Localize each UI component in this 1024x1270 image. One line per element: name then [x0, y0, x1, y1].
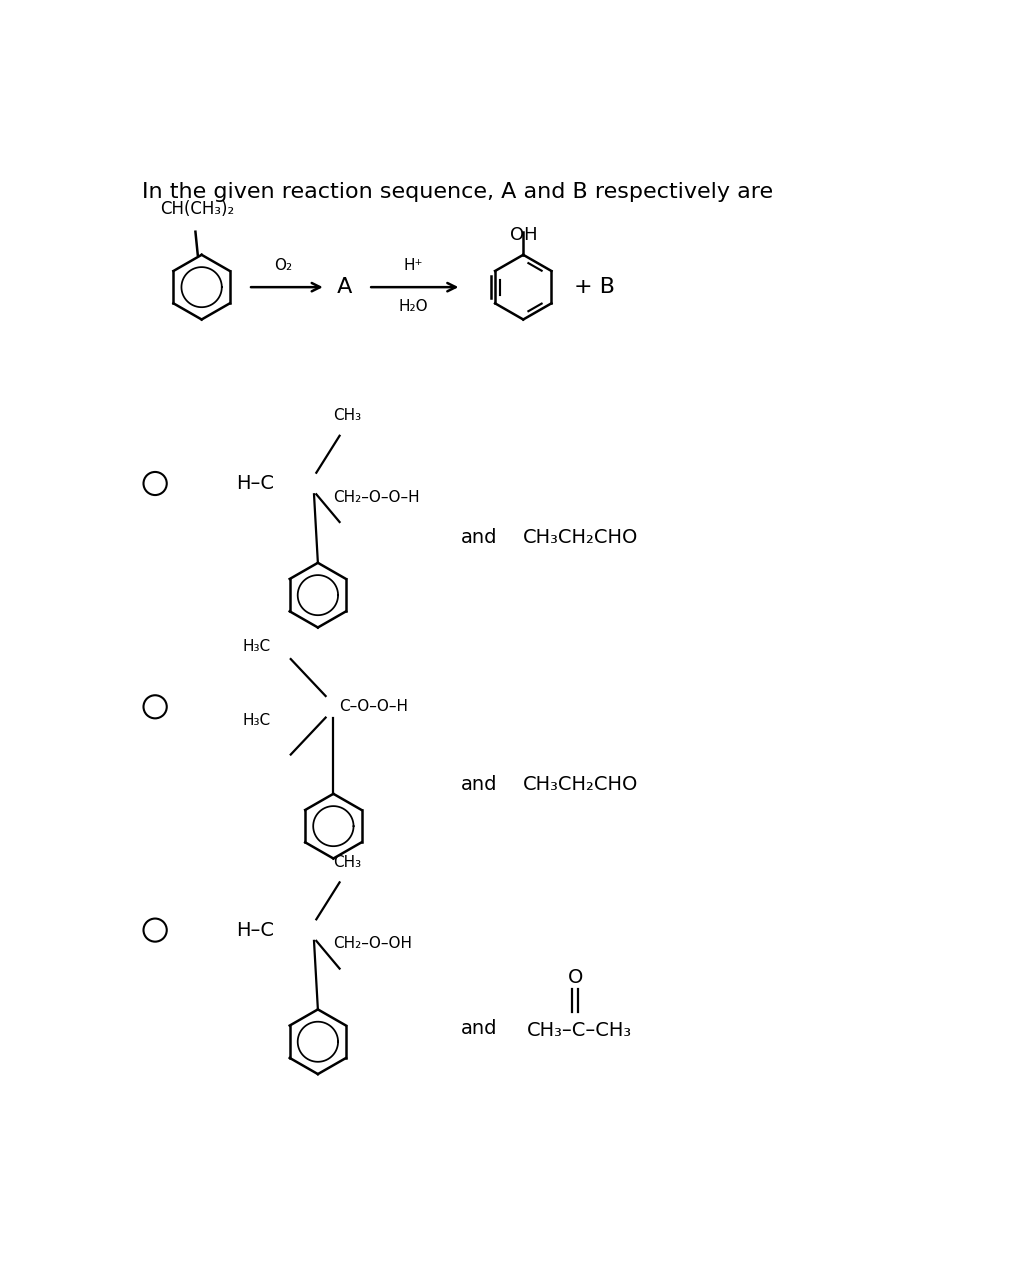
Text: H–C: H–C — [237, 474, 274, 493]
Text: O: O — [567, 968, 583, 987]
Text: + B: + B — [573, 277, 614, 297]
Text: C–O–O–H: C–O–O–H — [340, 700, 409, 714]
Text: H–C: H–C — [237, 921, 274, 940]
Text: CH₃: CH₃ — [334, 855, 361, 870]
Text: H⁺: H⁺ — [403, 258, 423, 273]
Text: and: and — [461, 528, 498, 547]
Text: In the given reaction sequence, A and B respectively are: In the given reaction sequence, A and B … — [142, 182, 773, 202]
Text: O₂: O₂ — [274, 258, 292, 273]
Text: and: and — [461, 775, 498, 794]
Text: A: A — [330, 277, 352, 297]
Text: H₃C: H₃C — [243, 639, 270, 654]
Text: CH₃CH₂CHO: CH₃CH₂CHO — [523, 528, 639, 547]
Text: CH₃–C–CH₃: CH₃–C–CH₃ — [527, 1021, 632, 1040]
Text: and: and — [461, 1019, 498, 1038]
Text: OH: OH — [510, 226, 538, 244]
Text: H₃C: H₃C — [243, 712, 270, 728]
Text: CH₂–O–O–H: CH₂–O–O–H — [334, 490, 420, 504]
Text: CH(CH₃)₂: CH(CH₃)₂ — [161, 201, 234, 218]
Text: H₂O: H₂O — [398, 300, 428, 315]
Text: CH₂–O–OH: CH₂–O–OH — [334, 936, 413, 951]
Text: CH₃: CH₃ — [334, 409, 361, 423]
Text: CH₃CH₂CHO: CH₃CH₂CHO — [523, 775, 639, 794]
